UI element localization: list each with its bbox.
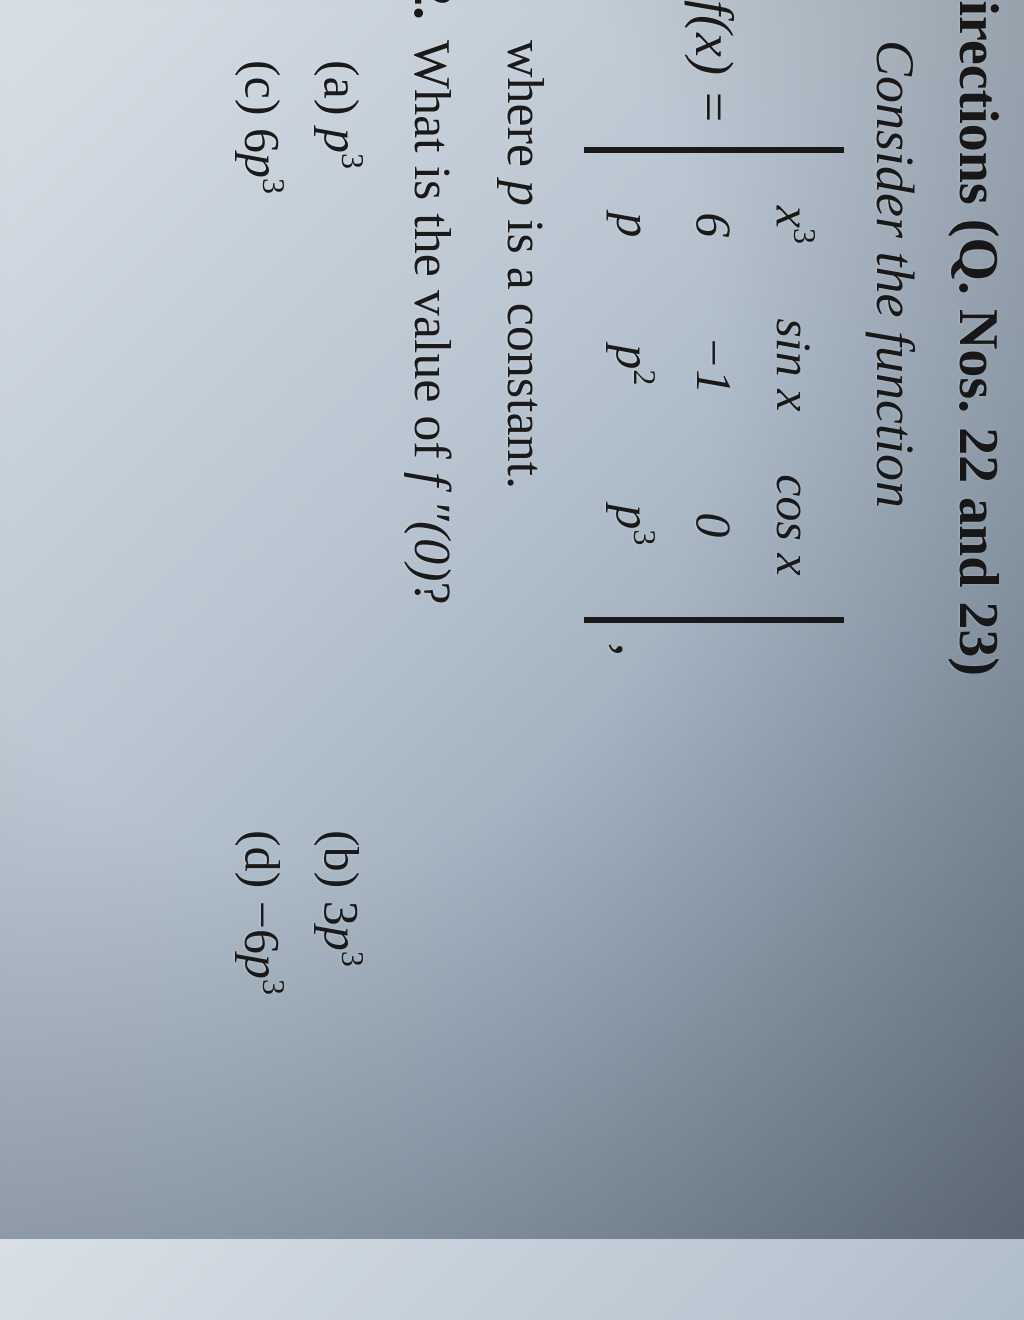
- option-a-label: (a): [313, 60, 369, 128]
- det-bar-left: [584, 147, 844, 153]
- det-r2c1: 6: [685, 212, 743, 237]
- det-bar-right: [584, 617, 844, 623]
- trailing-comma: ,: [604, 643, 666, 657]
- det-r2c2: −1: [685, 336, 743, 395]
- det-r3c3: p3: [605, 504, 664, 545]
- option-a-var: p: [313, 128, 369, 153]
- directions-heading: Directions (Q. Nos. 22 and 23): [946, 0, 1010, 1320]
- option-a-sup: 3: [335, 153, 371, 169]
- determinant-grid: x3 sin x cos x 6 −1 0 p p2 p3: [594, 165, 834, 605]
- where-var: p: [496, 180, 553, 206]
- det-r2c3: 0: [685, 512, 743, 537]
- where-prefix: where: [496, 40, 553, 180]
- option-c-label: (c) 6: [235, 60, 291, 153]
- page-content: Directions (Q. Nos. 22 and 23) Consider …: [10, 0, 1010, 1320]
- where-suffix: is a constant.: [496, 206, 553, 489]
- det-r1c3: cos x: [765, 474, 823, 575]
- question-prefix: What is the value of: [403, 40, 460, 472]
- directions-label: Directions: [947, 0, 1009, 205]
- determinant: x3 sin x cos x 6 −1 0 p p2 p3: [584, 135, 844, 635]
- function-lhs: f(x) =: [683, 0, 745, 125]
- function-definition: f(x) = x3 sin x cos x 6 −1 0 p p2 p3 ,: [584, 0, 844, 1320]
- det-r1c2: sin x: [765, 318, 823, 411]
- option-d-var: p: [235, 954, 291, 979]
- det-r3c2: p2: [605, 344, 664, 385]
- option-b: (b) 3p3: [312, 830, 371, 1320]
- option-d-label: (d) −6: [235, 830, 291, 954]
- option-b-var: p: [313, 926, 369, 951]
- det-r3c1: p: [605, 212, 663, 237]
- options-grid: (a) p3 (b) 3p3 (c) 6p3 (d) −6p3: [234, 60, 371, 1320]
- question-fexpr: f ″(0): [403, 472, 460, 582]
- option-a: (a) p3: [312, 60, 371, 550]
- option-b-label: (b) 3: [313, 830, 369, 926]
- directions-range: (Q. Nos. 22 and 23): [947, 219, 1009, 676]
- option-c-var: p: [235, 153, 291, 178]
- intro-text: Consider the function: [864, 40, 926, 1320]
- question-text: What is the value of f ″(0)?: [402, 40, 461, 605]
- option-c: (c) 6p3: [234, 60, 293, 550]
- where-clause: where p is a constant.: [495, 40, 554, 1320]
- option-d-sup: 3: [256, 979, 292, 995]
- option-b-sup: 3: [335, 951, 371, 967]
- option-d: (d) −6p3: [234, 830, 293, 1320]
- question-number: 22.: [401, 0, 465, 20]
- det-r1c1: x3: [765, 206, 824, 244]
- option-c-sup: 3: [256, 178, 292, 194]
- question-22: 22. What is the value of f ″(0)?: [401, 0, 465, 1320]
- question-suffix: ?: [403, 582, 460, 605]
